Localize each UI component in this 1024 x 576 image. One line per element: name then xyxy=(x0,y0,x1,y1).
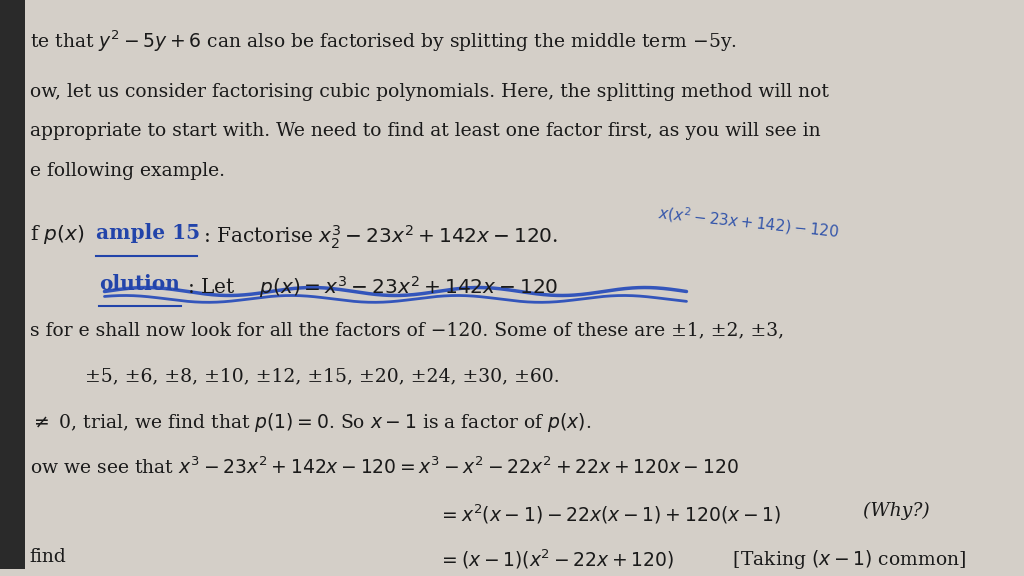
Text: olution: olution xyxy=(99,274,180,294)
Text: (Why?): (Why?) xyxy=(851,502,930,521)
Text: : Let    $p(x) = x^3 - 23x^2 + 142x - 120$: : Let $p(x) = x^3 - 23x^2 + 142x - 120$ xyxy=(181,274,558,300)
Text: [Taking $(x-1)$ common]: [Taking $(x-1)$ common] xyxy=(721,548,967,571)
Text: appropriate to start with. We need to find at least one factor first, as you wil: appropriate to start with. We need to fi… xyxy=(30,123,820,141)
Text: $=(x-1)(x^2-22x+120)$: $=(x-1)(x^2-22x+120)$ xyxy=(438,548,674,571)
Text: ample 15: ample 15 xyxy=(95,223,200,243)
Text: s for e shall now look for all the factors of −120. Some of these are ±1, ±2, ±3: s for e shall now look for all the facto… xyxy=(30,321,784,340)
Text: f $p(x)$: f $p(x)$ xyxy=(30,223,84,246)
Text: find: find xyxy=(30,548,67,566)
Text: te that $y^2-5y+6$ can also be factorised by splitting the middle term −5y.: te that $y^2-5y+6$ can also be factorise… xyxy=(30,28,737,54)
Text: ow, let us consider factorising cubic polynomials. Here, the splitting method wi: ow, let us consider factorising cubic po… xyxy=(30,82,828,101)
Text: $x(x^2 - 23x + 142) - 120$: $x(x^2 - 23x + 142) - 120$ xyxy=(656,202,840,242)
Bar xyxy=(0,0,25,569)
Text: e following example.: e following example. xyxy=(30,162,225,180)
Text: $\neq$ 0, trial, we find that $p(1)=0$. So $x-1$ is a factor of $p(x)$.: $\neq$ 0, trial, we find that $p(1)=0$. … xyxy=(30,411,591,434)
Text: : Factorise $x_2^3 - 23x^2 + 142x - 120$.: : Factorise $x_2^3 - 23x^2 + 142x - 120$… xyxy=(197,223,558,251)
Text: ±5, ±6, ±8, ±10, ±12, ±15, ±20, ±24, ±30, ±60.: ±5, ±6, ±8, ±10, ±12, ±15, ±20, ±24, ±30… xyxy=(85,367,559,385)
Text: ow we see that $x^3-23x^2+142x-120 = x^3-x^2-22x^2+22x+120x-120$: ow we see that $x^3-23x^2+142x-120 = x^3… xyxy=(30,457,738,478)
Text: $= x^2(x-1)-22x(x-1)+120(x-1)$: $= x^2(x-1)-22x(x-1)+120(x-1)$ xyxy=(438,502,781,526)
